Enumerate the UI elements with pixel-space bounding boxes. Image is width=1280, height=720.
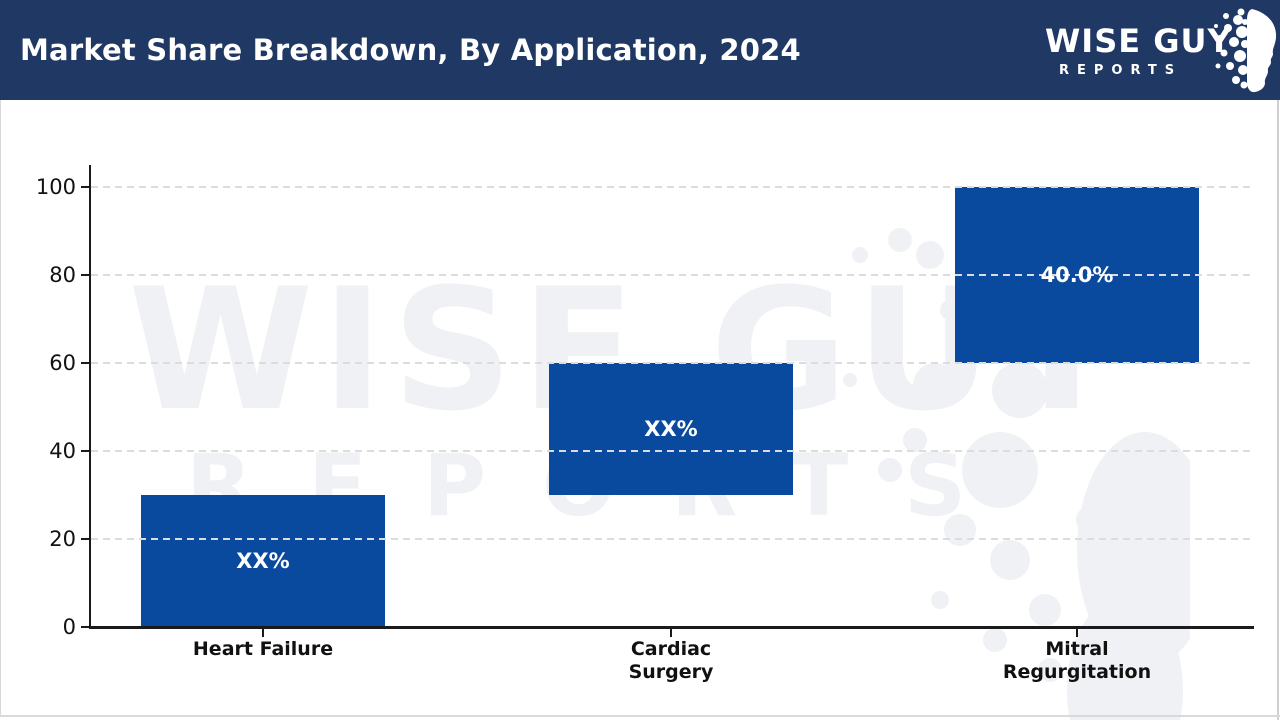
- y-tick-mark: [81, 538, 90, 540]
- bar-value-label: 40.0%: [1040, 263, 1114, 287]
- y-tick-label: 60: [49, 351, 76, 375]
- gridline: [91, 274, 1253, 276]
- x-axis-line: [89, 626, 1254, 629]
- bar-value-label: XX%: [236, 549, 290, 573]
- y-tick-mark: [81, 362, 90, 364]
- y-axis-line: [89, 165, 91, 628]
- y-tick-label: 20: [49, 527, 76, 551]
- logo-face-icon: [1214, 8, 1277, 93]
- y-tick-label: 100: [35, 175, 76, 199]
- page-border-bottom: [0, 715, 1280, 717]
- x-category-label: Mitral Regurgitation: [1002, 638, 1152, 683]
- gridline: [91, 538, 1253, 540]
- page-border-left: [0, 100, 1, 717]
- wiseguy-logo: WISE GUY REPORTS: [1020, 0, 1280, 100]
- gridline: [91, 186, 1253, 188]
- page-border-right: [1277, 100, 1279, 720]
- x-tick-mark: [670, 629, 672, 637]
- logo-subtitle: REPORTS: [1059, 63, 1183, 78]
- x-category-label: Heart Failure: [192, 638, 334, 660]
- header-bar: Market Share Breakdown, By Application, …: [0, 0, 1280, 100]
- gridline: [91, 362, 1253, 364]
- x-tick-mark: [262, 629, 264, 637]
- bar-value-label: XX%: [644, 417, 698, 441]
- x-tick-mark: [1076, 629, 1078, 637]
- y-tick-label: 0: [62, 615, 76, 639]
- y-tick-mark: [81, 186, 90, 188]
- gridline: [91, 450, 1253, 452]
- chart-title: Market Share Breakdown, By Application, …: [20, 33, 801, 67]
- y-tick-label: 40: [49, 439, 76, 463]
- logo-wordmark: WISE GUY: [1045, 22, 1232, 60]
- y-tick-mark: [81, 626, 90, 628]
- bar-segment: [549, 363, 793, 495]
- y-tick-label: 80: [49, 263, 76, 287]
- y-tick-mark: [81, 450, 90, 452]
- y-tick-mark: [81, 274, 90, 276]
- x-category-label: Cardiac Surgery: [628, 638, 714, 683]
- bar-segment: [141, 495, 385, 627]
